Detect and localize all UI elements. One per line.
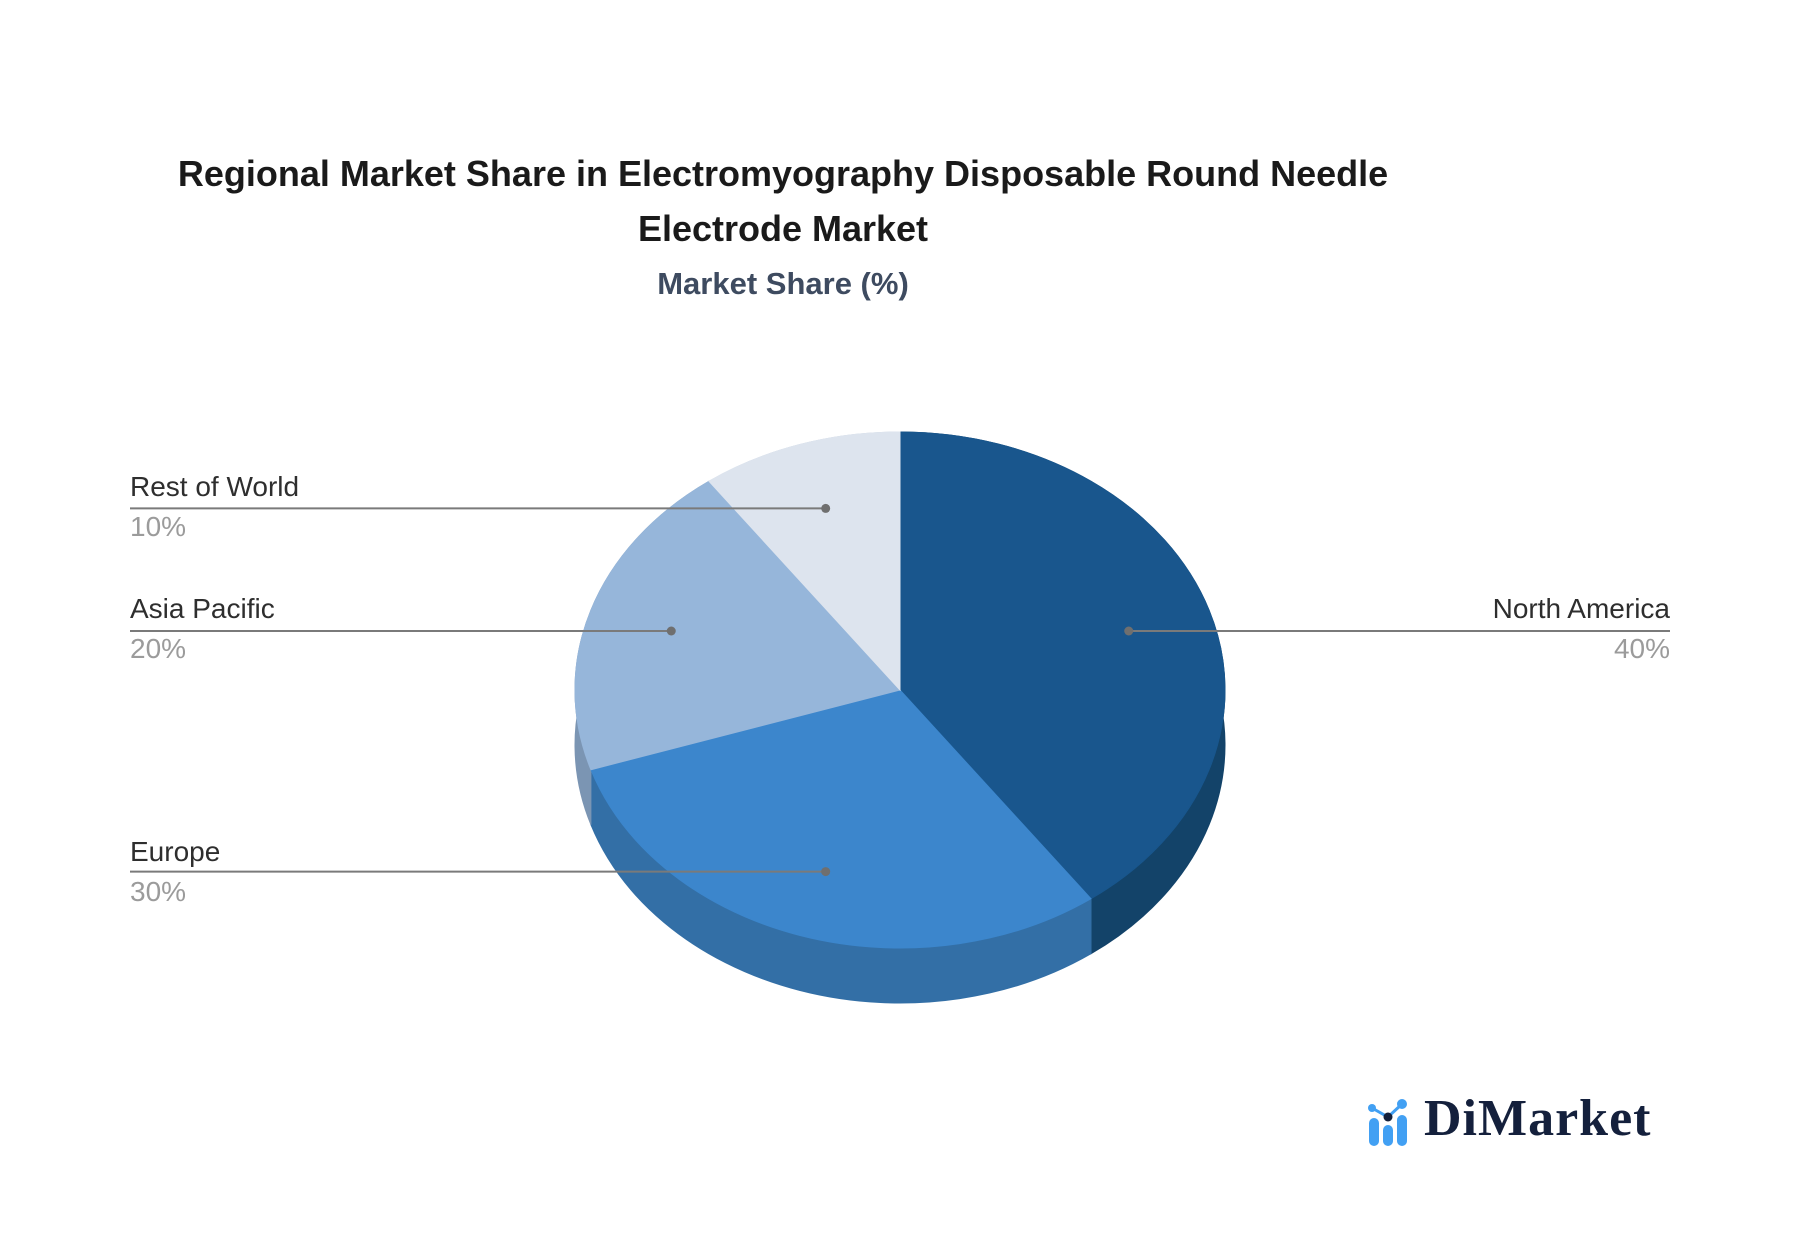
slice-label-name: Rest of World [130,471,300,502]
brand-logo: DiMarket [1367,1090,1651,1148]
logo-dot [1368,1104,1376,1112]
chart-subtitle: Market Share (%) [657,265,909,301]
leader-dot-rest-of-world [821,503,831,513]
slice-label-north-america: North America 40% [1250,592,1670,666]
chart-title: Regional Market Share in Electromyograph… [177,153,1389,250]
slice-label-europe: Europe 30% [130,835,220,909]
logo-bar [1397,1115,1407,1146]
pie-slice-north-america[interactable] [899,431,1226,900]
pie-slice-asia-pacific[interactable] [574,480,901,771]
slice-label-asia-pacific: Asia Pacific 20% [130,592,275,666]
leader-dot-north-america [1124,626,1134,636]
bar-chart-with-trend-icon [1368,1099,1407,1146]
slice-label-value: 40% [1613,633,1670,664]
logo-bar [1383,1125,1393,1146]
brand-wordmark: DiMarket [1424,1090,1652,1147]
slice-label-name: Asia Pacific [130,593,275,624]
logo-bar [1369,1118,1379,1146]
pie-slice-rest-of-world[interactable] [708,431,901,692]
leader-dot-europe [821,867,831,877]
logo-dot [1383,1112,1393,1122]
slice-label-name: North America [1492,593,1670,624]
slice-label-value: 30% [130,876,187,907]
pie-slice-europe[interactable] [590,689,1092,949]
slice-label-value: 10% [130,511,187,542]
slice-label-rest-of-world: Rest of World 10% [130,470,299,544]
logo-dot [1397,1099,1407,1109]
leader-dot-asia-pacific [666,626,676,636]
slice-label-value: 20% [130,633,187,664]
slice-label-name: Europe [130,836,221,867]
